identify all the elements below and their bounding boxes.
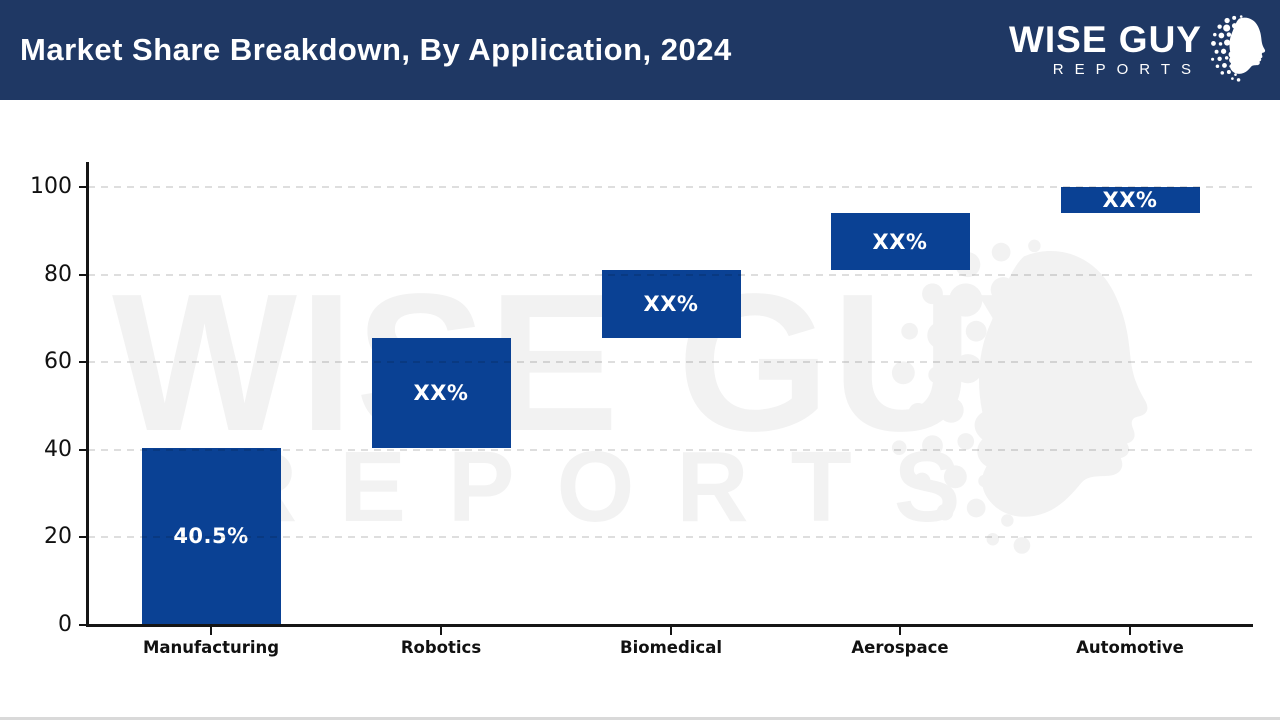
gridline-100 [88, 186, 1252, 188]
y-tick-label-60: 60 [44, 349, 72, 375]
y-tick-40 [79, 448, 88, 451]
x-category-label-manufacturing: Manufacturing [142, 638, 280, 657]
y-tick-60 [79, 361, 88, 364]
chart-area: WISE GUY REPORTS 40.5%XX%XX%XX%XX% 02040… [0, 100, 1280, 717]
bar-value-label-biomedical: XX% [643, 292, 699, 317]
gridline-80 [88, 273, 1252, 276]
y-tick-80 [79, 273, 88, 276]
y-tick-label-80: 80 [44, 261, 72, 287]
x-category-label-automotive: Automotive [1076, 638, 1184, 657]
y-tick-label-100: 100 [30, 174, 72, 199]
bar-value-label-robotics: XX% [413, 380, 469, 405]
logo-subtitle: REPORTS [1052, 61, 1202, 78]
brand-logo: WISE GUY REPORTS [1009, 6, 1272, 94]
x-tick-aerospace [899, 627, 901, 635]
x-category-label-robotics: Robotics [400, 638, 482, 657]
gridline-20 [88, 536, 1252, 539]
logo-head-icon [1206, 10, 1272, 90]
watermark-subtext: REPORTS [225, 431, 1003, 543]
page-title: Market Share Breakdown, By Application, … [20, 32, 732, 67]
y-tick-label-0: 0 [58, 612, 72, 637]
x-axis-line [86, 624, 1253, 627]
bar-robotics: XX% [371, 338, 511, 448]
bar-automotive: XX% [1060, 187, 1200, 214]
y-tick-100 [79, 186, 88, 188]
x-tick-biomedical [670, 627, 672, 635]
bar-biomedical: XX% [601, 270, 741, 339]
gridline-60 [88, 361, 1252, 364]
x-category-label-aerospace: Aerospace [851, 638, 949, 657]
x-tick-automotive [1129, 627, 1131, 635]
y-tick-label-20: 20 [44, 524, 72, 550]
watermark-head-icon [868, 222, 1180, 586]
x-category-label-biomedical: Biomedical [620, 638, 722, 657]
x-tick-manufacturing [210, 627, 212, 635]
logo-wordmark: WISE GUY [1008, 19, 1202, 60]
logo-text: WISE GUY REPORTS [1009, 20, 1202, 80]
bar-value-label-aerospace: XX% [872, 229, 928, 254]
header-bar: Market Share Breakdown, By Application, … [0, 0, 1280, 100]
gridline-40 [88, 448, 1252, 451]
y-tick-label-40: 40 [44, 436, 72, 462]
x-tick-robotics [440, 627, 442, 635]
y-axis-line [86, 162, 89, 627]
bar-aerospace: XX% [830, 213, 970, 271]
bar-value-label-automotive: XX% [1102, 188, 1158, 213]
y-tick-20 [79, 536, 88, 539]
bar-value-label-manufacturing: 40.5% [173, 524, 249, 549]
bar-manufacturing: 40.5% [141, 447, 281, 625]
y-tick-0 [79, 624, 88, 626]
